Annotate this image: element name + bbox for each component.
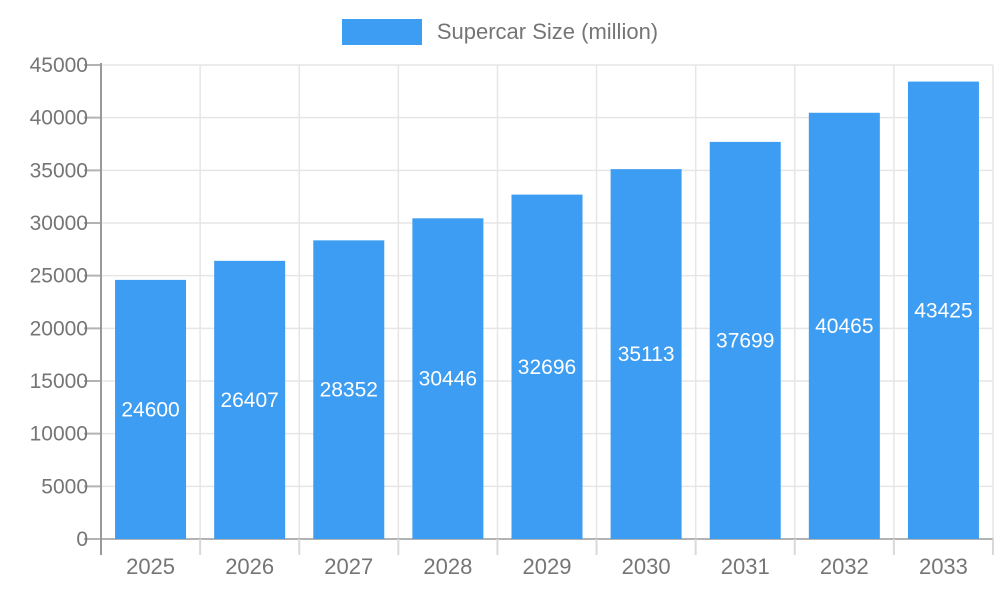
x-axis-label: 2028 [423,554,472,579]
bar-value-label: 24600 [121,398,179,421]
bar-2033[interactable] [907,81,979,539]
x-axis-label: 2030 [622,554,671,579]
bar-2027[interactable] [313,240,385,539]
bar-2025[interactable] [115,279,187,539]
y-axis-label: 20000 [30,317,88,340]
y-axis-label: 35000 [30,159,88,182]
y-axis-label: 40000 [30,107,88,130]
bar-value-label: 26407 [220,389,278,412]
y-axis-label: 5000 [41,475,88,498]
y-axis-label: 30000 [30,212,88,235]
legend-swatch [341,19,422,45]
x-axis-label: 2032 [820,554,869,579]
x-axis-label: 2033 [919,554,968,579]
bar-value-label: 30446 [419,368,477,391]
bar-value-label: 40465 [815,315,873,338]
y-axis-label: 15000 [30,370,88,393]
x-axis-label: 2027 [324,554,373,579]
bar-2028[interactable] [412,218,484,540]
x-axis-label: 2029 [523,554,572,579]
bar-value-label: 28352 [320,379,378,402]
y-axis-label: 45000 [30,54,88,77]
bar-2026[interactable] [214,260,286,539]
x-axis-label: 2031 [721,554,770,579]
x-axis-label: 2025 [126,554,175,579]
bar-value-label: 32696 [518,356,576,379]
bar-value-label: 35113 [618,343,675,366]
legend-label: Supercar Size (million) [436,19,659,44]
bar-2032[interactable] [808,112,880,539]
x-axis-label: 2026 [225,554,274,579]
bar-value-label: 37699 [716,329,774,352]
bar-2031[interactable] [709,141,781,539]
y-axis-label: 25000 [30,265,88,288]
bar-2030[interactable] [610,169,682,539]
bar-2029[interactable] [511,194,583,540]
bar-value-label: 43425 [914,299,972,322]
legend[interactable]: Supercar Size (million) [0,14,1000,50]
y-axis-label: 0 [76,528,88,551]
y-axis-label: 10000 [30,423,88,446]
